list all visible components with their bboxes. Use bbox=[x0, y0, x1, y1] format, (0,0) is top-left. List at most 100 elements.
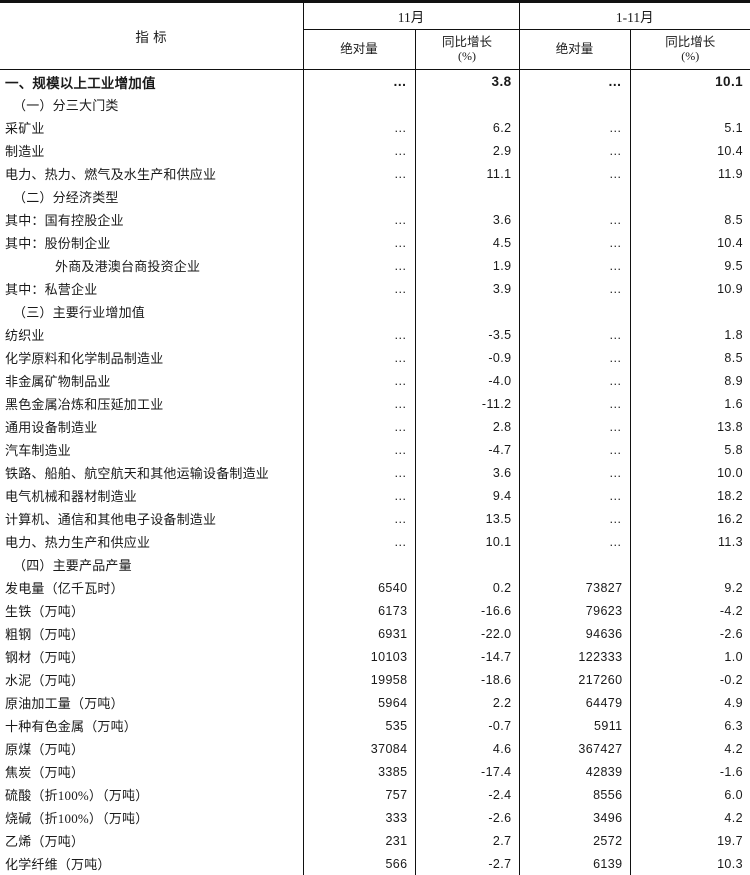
cell-cumulative-absolute: 6139 bbox=[519, 852, 630, 875]
cell-month-absolute: 6540 bbox=[303, 576, 415, 599]
cell-cumulative-growth: 11.3 bbox=[630, 530, 750, 553]
cumulative-growth-label: 同比增长 bbox=[665, 35, 715, 49]
cell-cumulative-absolute: … bbox=[519, 208, 630, 231]
cell-cumulative-growth: 9.5 bbox=[630, 254, 750, 277]
table-header: 指 标 11月 1-11月 绝对量 同比增长 (%) 绝对量 同比增长 (%) bbox=[0, 2, 750, 70]
cell-cumulative-absolute bbox=[519, 300, 630, 323]
row-label: 焦炭（万吨） bbox=[0, 760, 303, 783]
cell-cumulative-absolute: … bbox=[519, 484, 630, 507]
cell-cumulative-growth: 11.9 bbox=[630, 162, 750, 185]
row-label: 采矿业 bbox=[0, 116, 303, 139]
row-label: 通用设备制造业 bbox=[0, 415, 303, 438]
row-label: （一）分三大门类 bbox=[0, 93, 303, 116]
cell-cumulative-growth: 10.3 bbox=[630, 852, 750, 875]
cell-month-absolute: 757 bbox=[303, 783, 415, 806]
cell-month-absolute: 6173 bbox=[303, 599, 415, 622]
row-label: 汽车制造业 bbox=[0, 438, 303, 461]
column-header-month-growth: 同比增长 (%) bbox=[415, 30, 519, 70]
cell-month-growth: 3.8 bbox=[415, 70, 519, 94]
cell-cumulative-growth: 16.2 bbox=[630, 507, 750, 530]
cell-month-growth: 2.7 bbox=[415, 829, 519, 852]
cell-cumulative-absolute: … bbox=[519, 438, 630, 461]
column-header-period-month: 11月 bbox=[303, 2, 519, 30]
row-label: 纺织业 bbox=[0, 323, 303, 346]
cell-cumulative-growth: 5.8 bbox=[630, 438, 750, 461]
cell-cumulative-absolute: 64479 bbox=[519, 691, 630, 714]
cell-month-absolute: 10103 bbox=[303, 645, 415, 668]
cell-cumulative-growth: 10.1 bbox=[630, 70, 750, 94]
cell-month-absolute: 231 bbox=[303, 829, 415, 852]
cell-month-absolute bbox=[303, 185, 415, 208]
cell-cumulative-growth: 8.9 bbox=[630, 369, 750, 392]
row-label: 硫酸（折100%）（万吨） bbox=[0, 783, 303, 806]
cell-cumulative-absolute bbox=[519, 553, 630, 576]
cell-cumulative-growth: 10.9 bbox=[630, 277, 750, 300]
row-label: 计算机、通信和其他电子设备制造业 bbox=[0, 507, 303, 530]
cell-cumulative-absolute: 94636 bbox=[519, 622, 630, 645]
month-growth-unit: (%) bbox=[416, 50, 519, 64]
cell-cumulative-absolute: … bbox=[519, 277, 630, 300]
cell-cumulative-absolute: … bbox=[519, 369, 630, 392]
row-label: 非金属矿物制品业 bbox=[0, 369, 303, 392]
cell-month-absolute: 19958 bbox=[303, 668, 415, 691]
cell-month-growth: 3.6 bbox=[415, 461, 519, 484]
cell-month-absolute: 333 bbox=[303, 806, 415, 829]
cell-cumulative-growth: 5.1 bbox=[630, 116, 750, 139]
row-label: 制造业 bbox=[0, 139, 303, 162]
cell-cumulative-growth: 19.7 bbox=[630, 829, 750, 852]
row-label: 其中：股份制企业 bbox=[0, 231, 303, 254]
table-row: （三）主要行业增加值 bbox=[0, 300, 750, 323]
cell-month-growth: 3.9 bbox=[415, 277, 519, 300]
row-label: 乙烯（万吨） bbox=[0, 829, 303, 852]
cell-cumulative-absolute: 8556 bbox=[519, 783, 630, 806]
cell-cumulative-absolute: … bbox=[519, 507, 630, 530]
table-row: （一）分三大门类 bbox=[0, 93, 750, 116]
cell-month-absolute: 37084 bbox=[303, 737, 415, 760]
column-header-period-cumulative: 1-11月 bbox=[519, 2, 750, 30]
row-label: 外商及港澳台商投资企业 bbox=[0, 254, 303, 277]
cell-month-absolute: 3385 bbox=[303, 760, 415, 783]
cell-cumulative-absolute: … bbox=[519, 461, 630, 484]
cell-cumulative-absolute: … bbox=[519, 116, 630, 139]
cell-month-growth: -2.7 bbox=[415, 852, 519, 875]
row-label: 原油加工量（万吨） bbox=[0, 691, 303, 714]
cell-cumulative-absolute: … bbox=[519, 139, 630, 162]
cell-cumulative-growth bbox=[630, 185, 750, 208]
row-label: 原煤（万吨） bbox=[0, 737, 303, 760]
cell-month-absolute: … bbox=[303, 323, 415, 346]
cell-cumulative-growth: 8.5 bbox=[630, 208, 750, 231]
cell-cumulative-growth bbox=[630, 553, 750, 576]
row-label: 铁路、船舶、航空航天和其他运输设备制造业 bbox=[0, 461, 303, 484]
cell-month-absolute: … bbox=[303, 70, 415, 94]
cell-month-growth: 13.5 bbox=[415, 507, 519, 530]
cell-month-growth: -22.0 bbox=[415, 622, 519, 645]
cell-cumulative-growth: 1.0 bbox=[630, 645, 750, 668]
cell-month-growth: -2.6 bbox=[415, 806, 519, 829]
table-row: 计算机、通信和其他电子设备制造业…13.5…16.2 bbox=[0, 507, 750, 530]
row-label: 一、规模以上工业增加值 bbox=[0, 70, 303, 94]
table-row: 外商及港澳台商投资企业…1.9…9.5 bbox=[0, 254, 750, 277]
table-row: 化学原料和化学制品制造业…-0.9…8.5 bbox=[0, 346, 750, 369]
cell-cumulative-absolute: … bbox=[519, 392, 630, 415]
table-row: 其中：股份制企业…4.5…10.4 bbox=[0, 231, 750, 254]
column-header-cumulative-absolute: 绝对量 bbox=[519, 30, 630, 70]
cell-cumulative-growth: 6.0 bbox=[630, 783, 750, 806]
row-label: （三）主要行业增加值 bbox=[0, 300, 303, 323]
table-row: 黑色金属冶炼和压延加工业…-11.2…1.6 bbox=[0, 392, 750, 415]
cell-cumulative-absolute: 3496 bbox=[519, 806, 630, 829]
cell-cumulative-growth: 1.8 bbox=[630, 323, 750, 346]
cell-month-growth: 2.8 bbox=[415, 415, 519, 438]
cell-month-absolute bbox=[303, 300, 415, 323]
cell-cumulative-growth: -1.6 bbox=[630, 760, 750, 783]
cell-cumulative-absolute: 73827 bbox=[519, 576, 630, 599]
cell-cumulative-growth: 1.6 bbox=[630, 392, 750, 415]
cell-cumulative-absolute: … bbox=[519, 415, 630, 438]
cell-month-absolute: … bbox=[303, 162, 415, 185]
cell-month-absolute: … bbox=[303, 208, 415, 231]
